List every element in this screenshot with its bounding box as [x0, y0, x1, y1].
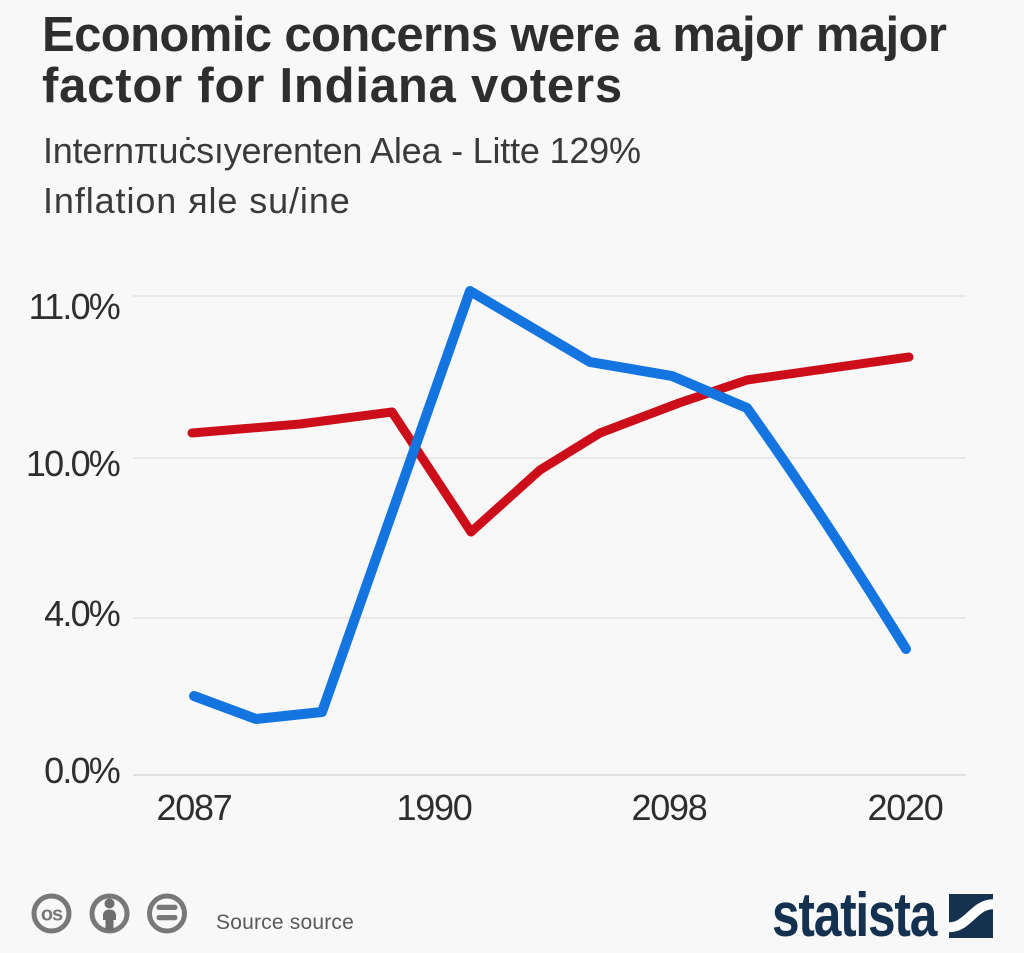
svg-text:os: os	[41, 904, 63, 926]
